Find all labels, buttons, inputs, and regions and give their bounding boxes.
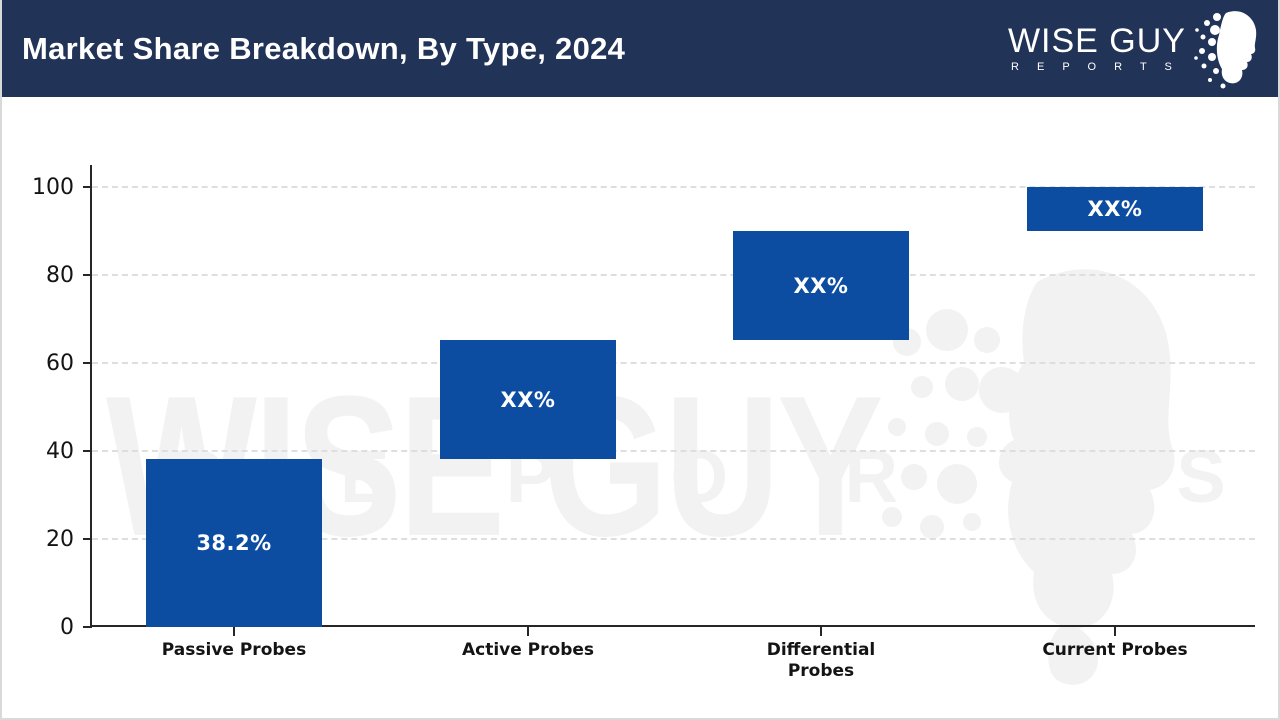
bar-value-label: 38.2%	[196, 530, 272, 555]
bar-current-probes: XX%	[1027, 187, 1203, 231]
bar-differential-probes: XX%	[733, 231, 909, 341]
wiseguy-logo: WISE GUY R E P O R T S	[1008, 7, 1260, 91]
y-tick	[83, 186, 92, 188]
x-tick	[233, 627, 235, 636]
y-tick-label: 100	[32, 175, 74, 200]
x-tick	[1114, 627, 1116, 636]
bar-active-probes: XX%	[440, 340, 616, 459]
chart-title: Market Share Breakdown, By Type, 2024	[22, 30, 626, 66]
logo-head-icon	[1194, 10, 1257, 88]
y-tick-label: 60	[46, 351, 74, 376]
y-tick	[83, 538, 92, 540]
plot: 0 20 40 60 80 100 38.2% Passive Probes XX% Active…	[32, 165, 1255, 681]
gridline	[92, 450, 1255, 452]
bar-value-label: XX%	[1087, 197, 1143, 221]
logo-wordmark: WISE GUY R E P O R T S	[1008, 24, 1186, 73]
x-axis-label: Passive Probes	[161, 640, 307, 660]
header: Market Share Breakdown, By Type, 2024 WI…	[2, 0, 1278, 97]
y-tick	[83, 626, 92, 628]
x-tick	[820, 627, 822, 636]
logo-line2: R E P O R T S	[1010, 61, 1180, 73]
bar-passive-probes: 38.2%	[146, 458, 322, 627]
x-axis-label: Differential Probes	[766, 640, 876, 682]
y-tick-label: 40	[46, 439, 74, 464]
gridline	[92, 538, 1255, 540]
x-axis-label: Current Probes	[1042, 640, 1188, 660]
gridline	[92, 362, 1255, 364]
x-axis-label: Active Probes	[461, 640, 595, 660]
y-tick	[83, 362, 92, 364]
bar-value-label: XX%	[500, 387, 556, 412]
y-tick-label: 80	[46, 263, 74, 288]
chart-area: WISE GUY R E P O R T S 0 20 40 60 80 100 38.2%…	[2, 97, 1278, 716]
y-tick-label: 20	[46, 527, 74, 552]
y-tick-label: 0	[60, 615, 74, 640]
y-tick	[83, 450, 92, 452]
logo-line1: WISE GUY	[1007, 22, 1186, 60]
x-tick	[527, 627, 529, 636]
gridline	[92, 186, 1255, 188]
gridline	[92, 274, 1255, 276]
y-tick	[83, 274, 92, 276]
bar-value-label: XX%	[793, 273, 849, 298]
